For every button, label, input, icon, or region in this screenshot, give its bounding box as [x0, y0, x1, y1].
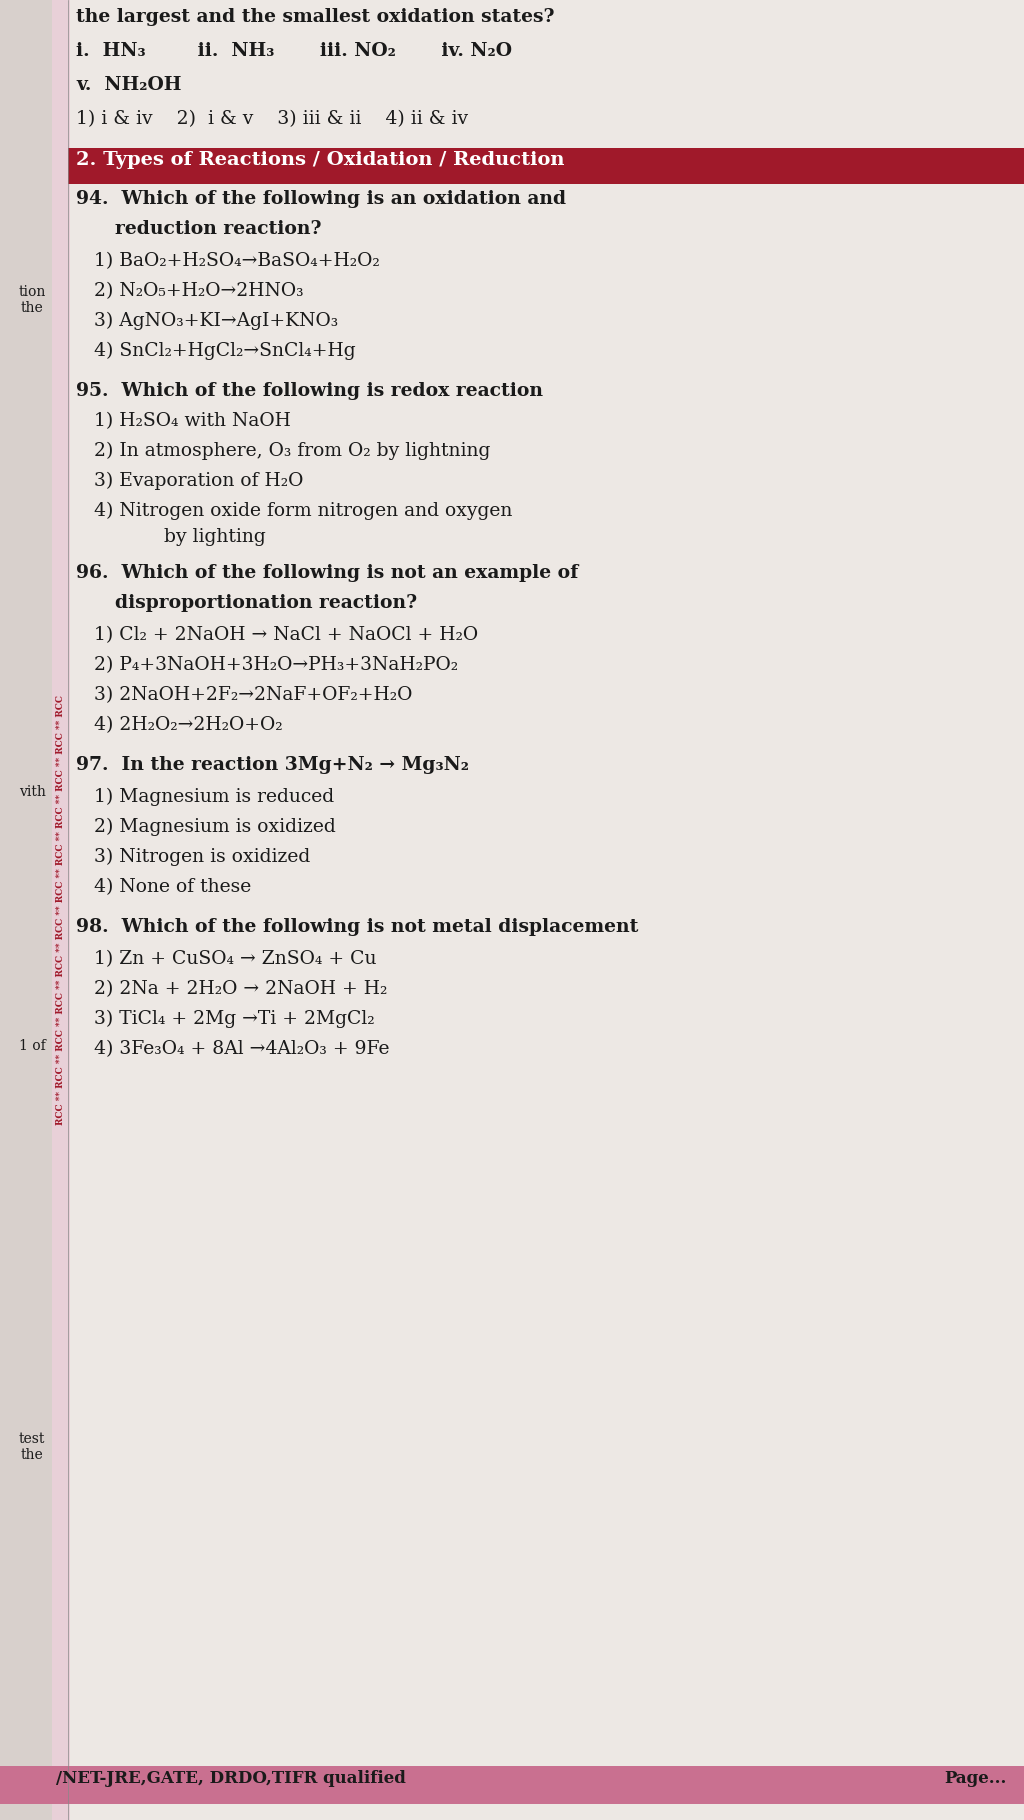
- Text: 4) SnCl₂+HgCl₂→SnCl₄+Hg: 4) SnCl₂+HgCl₂→SnCl₄+Hg: [94, 342, 355, 360]
- Text: i.  HN₃        ii.  NH₃       iii. NO₂       iv. N₂O: i. HN₃ ii. NH₃ iii. NO₂ iv. N₂O: [76, 42, 512, 60]
- Text: 2) Magnesium is oxidized: 2) Magnesium is oxidized: [94, 817, 336, 835]
- Text: 1) Cl₂ + 2NaOH → NaCl + NaOCl + H₂O: 1) Cl₂ + 2NaOH → NaCl + NaOCl + H₂O: [94, 626, 478, 644]
- Text: 4) None of these: 4) None of these: [94, 877, 251, 895]
- Bar: [68, 147, 1024, 184]
- Text: /NET-JRE,GATE, DRDO,TIFR qualified: /NET-JRE,GATE, DRDO,TIFR qualified: [56, 1771, 406, 1787]
- Text: 1) i & iv    2)  i & v    3) iii & ii    4) ii & iv: 1) i & iv 2) i & v 3) iii & ii 4) ii & i…: [76, 109, 468, 127]
- Text: 94.  Which of the following is an oxidation and: 94. Which of the following is an oxidati…: [76, 189, 566, 207]
- Text: 1) BaO₂+H₂SO₄→BaSO₄+H₂O₂: 1) BaO₂+H₂SO₄→BaSO₄+H₂O₂: [94, 251, 380, 269]
- Text: v.  NH₂OH: v. NH₂OH: [76, 76, 181, 95]
- Text: 97.  In the reaction 3Mg+N₂ → Mg₃N₂: 97. In the reaction 3Mg+N₂ → Mg₃N₂: [76, 755, 469, 774]
- Bar: [52, 0, 70, 1820]
- Text: 3) 2NaOH+2F₂→2NaF+OF₂+H₂O: 3) 2NaOH+2F₂→2NaF+OF₂+H₂O: [94, 686, 413, 704]
- Text: 2) P₄+3NaOH+3H₂O→PH₃+3NaH₂PO₂: 2) P₄+3NaOH+3H₂O→PH₃+3NaH₂PO₂: [94, 655, 458, 673]
- Text: 2) 2Na + 2H₂O → 2NaOH + H₂: 2) 2Na + 2H₂O → 2NaOH + H₂: [94, 979, 387, 997]
- Text: 98.  Which of the following is not metal displacement: 98. Which of the following is not metal …: [76, 917, 638, 935]
- Text: 2) N₂O₅+H₂O→2HNO₃: 2) N₂O₅+H₂O→2HNO₃: [94, 282, 304, 300]
- Text: 95.  Which of the following is redox reaction: 95. Which of the following is redox reac…: [76, 382, 543, 400]
- Text: the largest and the smallest oxidation states?: the largest and the smallest oxidation s…: [76, 7, 555, 25]
- Text: 3) Nitrogen is oxidized: 3) Nitrogen is oxidized: [94, 848, 310, 866]
- Text: 1) H₂SO₄ with NaOH: 1) H₂SO₄ with NaOH: [94, 411, 291, 430]
- Text: tion
the: tion the: [18, 286, 46, 315]
- Text: reduction reaction?: reduction reaction?: [76, 220, 322, 238]
- Text: test
the: test the: [18, 1432, 45, 1461]
- Text: RCC ** RCC ** RCC ** RCC ** RCC ** RCC ** RCC ** RCC ** RCC ** RCC ** RCC ** RCC: RCC ** RCC ** RCC ** RCC ** RCC ** RCC *…: [56, 695, 66, 1125]
- Bar: [0, 0, 68, 1820]
- Text: 3) TiCl₄ + 2Mg →Ti + 2MgCl₂: 3) TiCl₄ + 2Mg →Ti + 2MgCl₂: [94, 1010, 375, 1028]
- Text: 3) Evaporation of H₂O: 3) Evaporation of H₂O: [94, 471, 303, 490]
- Text: vith: vith: [18, 784, 45, 799]
- Text: 96.  Which of the following is not an example of: 96. Which of the following is not an exa…: [76, 564, 579, 582]
- Text: 2. Types of Reactions / Oxidation / Reduction: 2. Types of Reactions / Oxidation / Redu…: [76, 151, 564, 169]
- Text: 2) In atmosphere, O₃ from O₂ by lightning: 2) In atmosphere, O₃ from O₂ by lightnin…: [94, 442, 490, 460]
- Text: 4) Nitrogen oxide form nitrogen and oxygen: 4) Nitrogen oxide form nitrogen and oxyg…: [94, 502, 512, 521]
- Text: by lighting: by lighting: [116, 528, 266, 546]
- Text: 1 of: 1 of: [18, 1039, 45, 1054]
- Text: 4) 3Fe₃O₄ + 8Al →4Al₂O₃ + 9Fe: 4) 3Fe₃O₄ + 8Al →4Al₂O₃ + 9Fe: [94, 1039, 389, 1057]
- Bar: [0, 1765, 1024, 1804]
- Text: disproportionation reaction?: disproportionation reaction?: [76, 593, 417, 612]
- Text: 3) AgNO₃+KI→AgI+KNO₃: 3) AgNO₃+KI→AgI+KNO₃: [94, 311, 338, 329]
- Text: Page...: Page...: [944, 1771, 1007, 1787]
- Text: 1) Magnesium is reduced: 1) Magnesium is reduced: [94, 788, 334, 806]
- Text: 4) 2H₂O₂→2H₂O+O₂: 4) 2H₂O₂→2H₂O+O₂: [94, 715, 283, 733]
- Text: 1) Zn + CuSO₄ → ZnSO₄ + Cu: 1) Zn + CuSO₄ → ZnSO₄ + Cu: [94, 950, 377, 968]
